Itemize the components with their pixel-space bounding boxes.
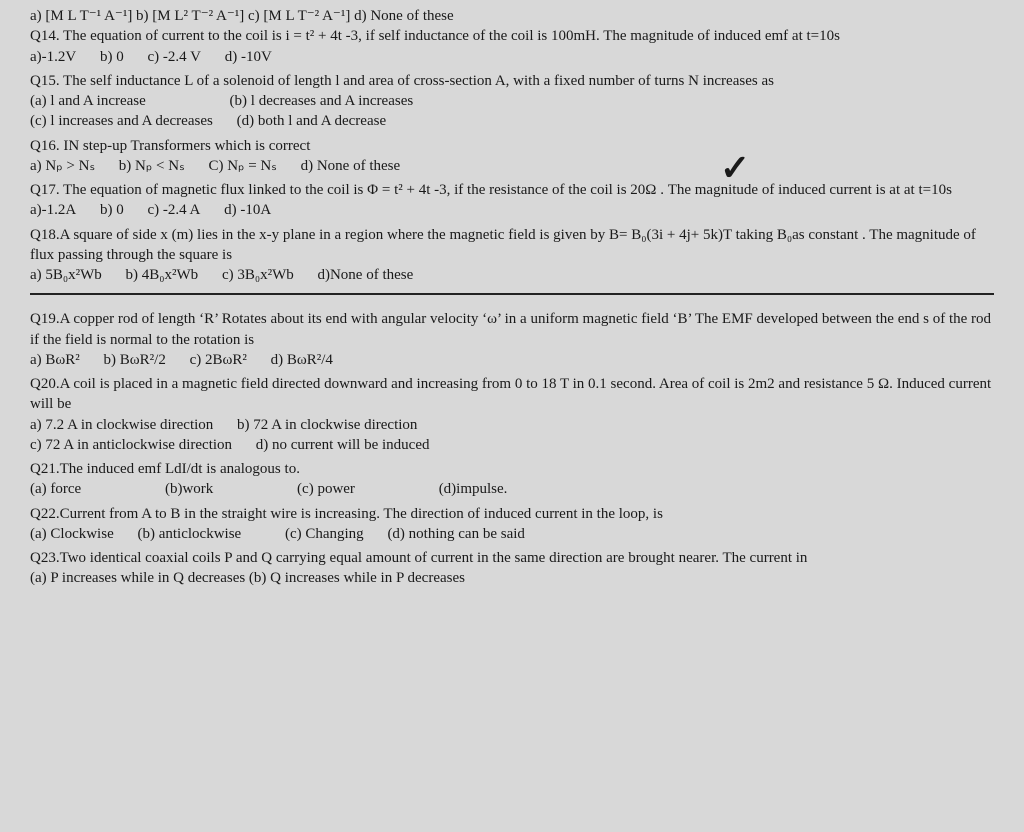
q16-opt-d: d) None of these [301, 158, 401, 174]
q22-opt-b: (b) anticlockwise [137, 526, 241, 542]
q15-opt-b: (b) l decreases and A increases [230, 93, 414, 109]
q18-opt-d: d)None of these [317, 267, 413, 283]
q18-text: Q18.A square of side x (m) lies in the x… [30, 225, 994, 266]
q19-opt-b: b) BωR²/2 [104, 352, 166, 368]
q19-opt-c: c) 2BωR² [190, 352, 247, 368]
q18-opt-b: b) 4B₀x²Wb [126, 267, 199, 283]
q19-opt-d: d) BωR²/4 [271, 352, 333, 368]
question-20: Q20.A coil is placed in a magnetic field… [30, 374, 994, 455]
question-16: Q16. IN step-up Transformers which is co… [30, 136, 994, 177]
question-23: Q23.Two identical coaxial coils P and Q … [30, 548, 994, 589]
q22-opt-c: (c) Changing [285, 526, 364, 542]
question-15: Q15. The self inductance L of a solenoid… [30, 71, 994, 132]
q23-text: Q23.Two identical coaxial coils P and Q … [30, 548, 994, 568]
section-divider [30, 293, 994, 295]
q15-text: Q15. The self inductance L of a solenoid… [30, 71, 994, 91]
partial-top-line: a) [M L T⁻¹ A⁻¹] b) [M L² T⁻² A⁻¹] c) [M… [30, 6, 994, 26]
q16-opt-c: C) Nₚ = Nₛ [208, 158, 276, 174]
q22-opt-a: (a) Clockwise [30, 526, 114, 542]
q14-opt-d: d) -10V [225, 49, 272, 65]
q16-text: Q16. IN step-up Transformers which is co… [30, 136, 994, 156]
q16-opt-b: b) Nₚ < Nₛ [119, 158, 185, 174]
q15-opt-d: (d) both l and A decrease [237, 113, 387, 129]
q17-opt-d: d) -10A [224, 202, 271, 218]
q22-text: Q22.Current from A to B in the straight … [30, 504, 994, 524]
question-18: Q18.A square of side x (m) lies in the x… [30, 225, 994, 286]
question-17: Q17. The equation of magnetic flux linke… [30, 180, 994, 221]
q20-opt-a: a) 7.2 A in clockwise direction [30, 417, 213, 433]
q20-opt-b: b) 72 A in clockwise direction [237, 417, 417, 433]
q19-opt-a: a) BωR² [30, 352, 80, 368]
question-14: Q14. The equation of current to the coil… [30, 26, 994, 67]
q18-opt-c: c) 3B₀x²Wb [222, 267, 294, 283]
q14-opt-c: c) -2.4 V [147, 49, 200, 65]
q15-opt-a: (a) l and A increase [30, 93, 146, 109]
q22-opt-d: (d) nothing can be said [387, 526, 524, 542]
q14-opt-b: b) 0 [100, 49, 124, 65]
q21-opt-c: (c) power [297, 481, 355, 497]
q17-opt-a: a)-1.2A [30, 202, 76, 218]
q17-text: Q17. The equation of magnetic flux linke… [30, 180, 994, 200]
q14-text: Q14. The equation of current to the coil… [30, 26, 994, 46]
q17-opt-b: b) 0 [100, 202, 124, 218]
q17-opt-c: c) -2.4 A [147, 202, 200, 218]
q21-opt-d: (d)impulse. [439, 481, 508, 497]
q16-opt-a: a) Nₚ > Nₛ [30, 158, 95, 174]
q21-opt-b: (b)work [165, 481, 213, 497]
q23-partial-options: (a) P increases while in Q decreases (b)… [30, 568, 994, 588]
q14-opt-a: a)-1.2V [30, 49, 76, 65]
question-21: Q21.The induced emf LdI/dt is analogous … [30, 459, 994, 500]
q15-opt-c: (c) l increases and A decreases [30, 113, 213, 129]
q19-text: Q19.A copper rod of length ‘R’ Rotates a… [30, 309, 994, 350]
question-22: Q22.Current from A to B in the straight … [30, 504, 994, 545]
q21-text: Q21.The induced emf LdI/dt is analogous … [30, 459, 994, 479]
q20-text: Q20.A coil is placed in a magnetic field… [30, 374, 994, 415]
q20-opt-d: d) no current will be induced [256, 437, 430, 453]
question-19: Q19.A copper rod of length ‘R’ Rotates a… [30, 309, 994, 370]
q21-opt-a: (a) force [30, 481, 81, 497]
q18-opt-a: a) 5B₀x²Wb [30, 267, 102, 283]
q20-opt-c: c) 72 A in anticlockwise direction [30, 437, 232, 453]
